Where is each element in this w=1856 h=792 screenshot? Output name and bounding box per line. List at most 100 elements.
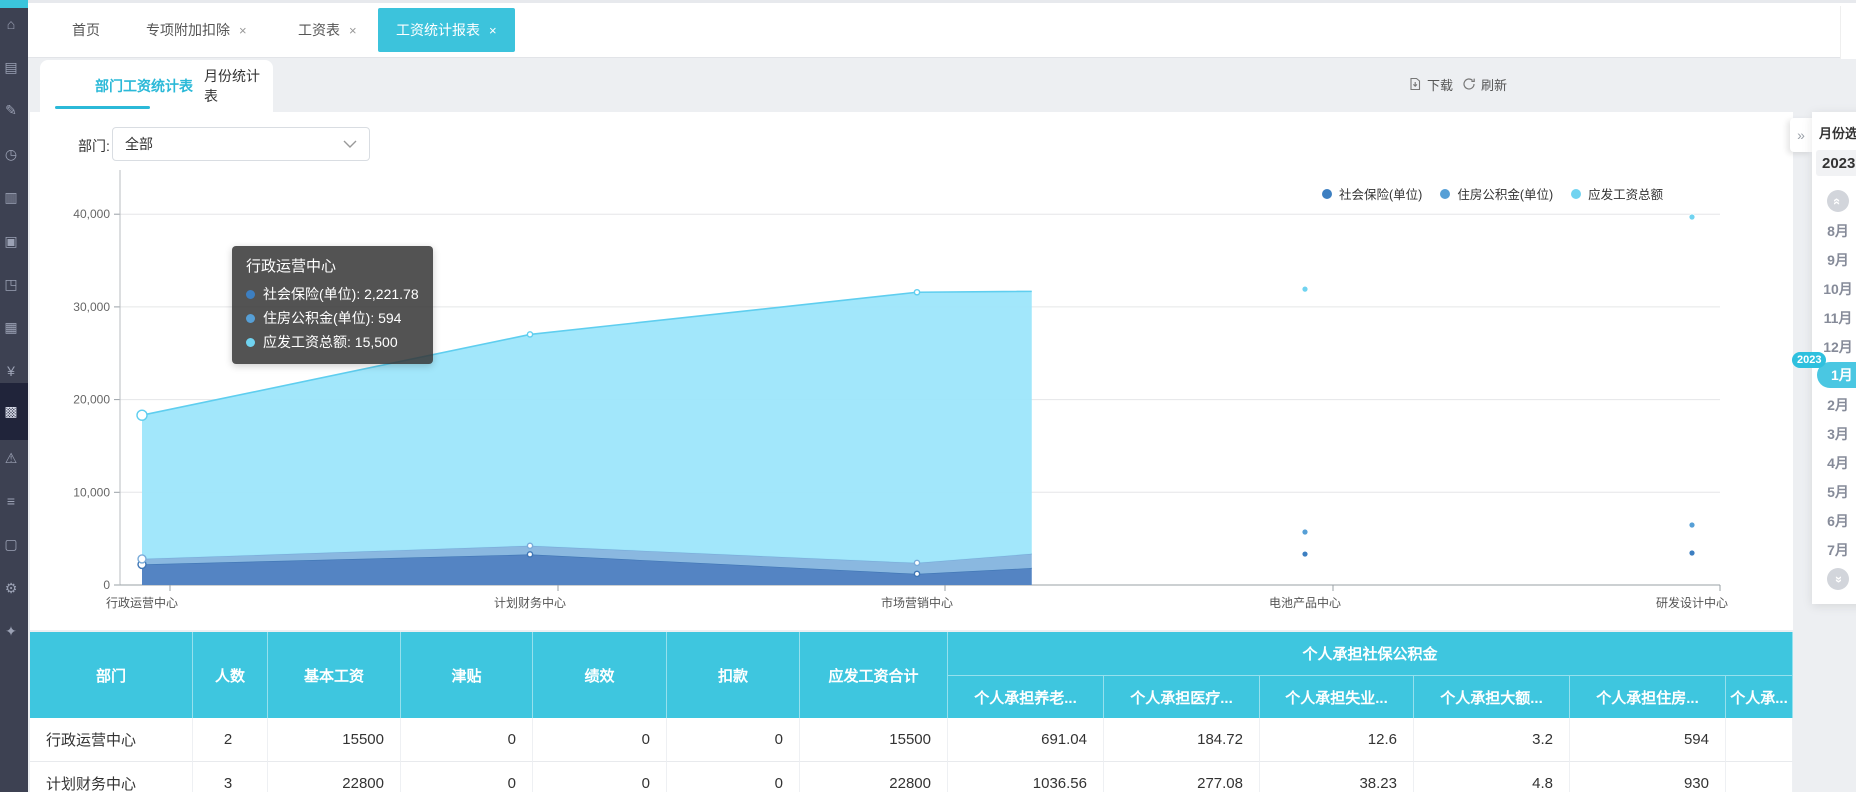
department-select[interactable]: 全部 — [112, 127, 370, 161]
sidebar-item-10-icon[interactable]: ▩ — [0, 383, 28, 440]
col-header-4: 津贴 — [401, 632, 533, 718]
tab-label: 首页 — [72, 22, 100, 38]
sidebar-item-14-icon[interactable]: ⚙ — [4, 579, 18, 596]
report-subtab-card: 部门工资统计表 月份统计表 — [40, 60, 273, 112]
tooltip-row-text: 应发工资总额: 15,500 — [263, 334, 398, 350]
sidebar-item-4-icon[interactable]: ◷ — [4, 145, 18, 162]
cell-r1-c9: 184.72 — [1104, 718, 1260, 762]
collapse-panel-button[interactable]: » — [1790, 118, 1812, 152]
data-point-icon — [1688, 213, 1696, 221]
top-tab-3[interactable]: 工资表 × — [298, 3, 357, 57]
legend-dot-icon — [1571, 188, 1582, 199]
tooltip-row-text: 住房公积金(单位): 594 — [263, 310, 402, 326]
sidebar-item-6-icon[interactable]: ▣ — [4, 232, 18, 249]
sidebar-item-2-icon[interactable]: ▤ — [4, 58, 18, 75]
month-item-8月[interactable]: 8月 — [1827, 222, 1849, 239]
cell-r2-c7: 22800 — [800, 762, 948, 792]
month-item-2月[interactable]: 2月 — [1827, 396, 1849, 413]
scroll-up-icon[interactable]: « — [1827, 190, 1849, 212]
data-point-icon — [1301, 528, 1309, 536]
close-icon[interactable]: × — [1840, 6, 1856, 59]
tooltip-row-2: 住房公积金(单位): 594 — [246, 306, 419, 330]
tab-month-summary[interactable]: 月份统计表 — [204, 68, 260, 104]
close-icon[interactable]: × — [489, 22, 497, 38]
month-item-10月[interactable]: 10月 — [1823, 280, 1853, 297]
series-dot-icon — [246, 337, 255, 347]
series-dot-icon — [246, 289, 255, 299]
month-item-4月[interactable]: 4月 — [1827, 454, 1849, 471]
sidebar-item-9-icon[interactable]: ¥ — [7, 363, 15, 380]
sidebar-item-12-icon[interactable]: ≡ — [6, 493, 16, 510]
sidebar-item-1-icon[interactable]: ⌂ — [6, 16, 16, 32]
month-item-1月[interactable]: 1月 2023 — [1792, 352, 1856, 390]
top-tab-1[interactable]: 首页 — [72, 3, 100, 57]
sidebar-item-13-icon[interactable]: ▢ — [4, 536, 18, 553]
sidebar-item-11-icon[interactable]: ⚠ — [4, 449, 18, 466]
top-tab-4[interactable]: 工资统计报表 × — [378, 8, 515, 52]
data-point-icon — [526, 542, 534, 550]
legend-item-1[interactable]: 社会保险(单位) — [1322, 184, 1422, 203]
legend-dot-icon — [1440, 188, 1451, 199]
month-list: «8月 9月 10月 11月 12月 1月 2023 2月 3月 4月 5月 6月 7月 « — [1792, 186, 1856, 594]
download-label: 下载 — [1427, 77, 1454, 93]
period-value[interactable]: 2023.0 — [1816, 150, 1856, 176]
x-axis-category-label: 电池产品中心 — [1269, 595, 1341, 610]
tooltip-title: 行政运营中心 — [246, 258, 337, 275]
cell-r1-c1: 行政运营中心 — [30, 718, 193, 762]
month-item-3月[interactable]: 3月 — [1827, 425, 1849, 442]
sub-header-1: 个人承担养老... — [948, 676, 1104, 718]
col-header-2: 人数 — [193, 632, 268, 718]
legend-item-3[interactable]: 应发工资总额 — [1571, 184, 1663, 203]
sub-header-4: 个人承担大额... — [1414, 676, 1570, 718]
y-axis-tick-label: 40,000 — [73, 207, 110, 221]
series-dot-icon — [246, 313, 255, 323]
month-item-7月[interactable]: 7月 — [1827, 541, 1849, 558]
area-series-3 — [142, 291, 1032, 563]
active-tab-underline — [55, 106, 150, 109]
sidebar-item-8-icon[interactable]: ▦ — [4, 319, 18, 336]
tab-department-salary[interactable]: 部门工资统计表 — [95, 78, 193, 94]
download-button[interactable]: 下载 — [1408, 74, 1453, 94]
top-tab-2[interactable]: 专项附加扣除 × — [146, 3, 247, 57]
active-month-pill[interactable]: 1月 — [1817, 362, 1856, 388]
cell-r1-c8: 691.04 — [948, 718, 1104, 762]
cell-r2-c13 — [1726, 762, 1793, 792]
sidebar-item-7-icon[interactable]: ◳ — [4, 275, 18, 292]
x-axis-category-label: 研发设计中心 — [1656, 595, 1728, 610]
sidebar-item-3-icon[interactable]: ✎ — [5, 102, 17, 119]
close-icon[interactable]: × — [239, 22, 247, 38]
legend-item-2[interactable]: 住房公积金(单位) — [1440, 184, 1553, 203]
cell-r2-c8: 1036.56 — [948, 762, 1104, 792]
data-point-icon — [913, 570, 921, 578]
refresh-icon — [1463, 78, 1475, 90]
month-item-6月[interactable]: 6月 — [1827, 512, 1849, 529]
scroll-down-icon[interactable]: « — [1827, 568, 1849, 590]
year-badge: 2023 — [1792, 352, 1827, 368]
month-item-5月[interactable]: 5月 — [1827, 483, 1849, 500]
data-point-icon — [1301, 550, 1309, 558]
cell-r2-c5: 0 — [533, 762, 667, 792]
x-axis-category-label: 行政运营中心 — [106, 595, 178, 610]
cell-r2-c1: 计划财务中心 — [30, 762, 193, 792]
sidebar-item-15-icon[interactable]: ✦ — [5, 623, 17, 640]
sub-header-5: 个人承担住房... — [1570, 676, 1726, 718]
data-point-icon — [136, 409, 148, 421]
sub-header-2: 个人承担医疗... — [1104, 676, 1260, 718]
legend-label: 应发工资总额 — [1588, 188, 1664, 202]
cell-r2-c4: 0 — [401, 762, 533, 792]
month-item-12月[interactable]: 12月 — [1823, 338, 1853, 355]
col-header-7: 应发工资合计 — [800, 632, 948, 718]
month-item-9月[interactable]: 9月 — [1827, 251, 1849, 268]
month-item-11月[interactable]: 11月 — [1823, 309, 1853, 326]
cell-r2-c12: 930 — [1570, 762, 1726, 792]
cell-r2-c10: 38.23 — [1260, 762, 1414, 792]
cell-r1-c2: 2 — [193, 718, 268, 762]
window-top-strip — [28, 0, 1856, 3]
sidebar-item-5-icon[interactable]: ▥ — [4, 189, 18, 206]
group-header: 个人承担社保公积金 — [948, 632, 1793, 676]
col-header-5: 绩效 — [533, 632, 667, 718]
close-icon[interactable]: × — [349, 22, 357, 38]
cell-r1-c4: 0 — [401, 718, 533, 762]
refresh-button[interactable]: 刷新 — [1462, 74, 1507, 94]
